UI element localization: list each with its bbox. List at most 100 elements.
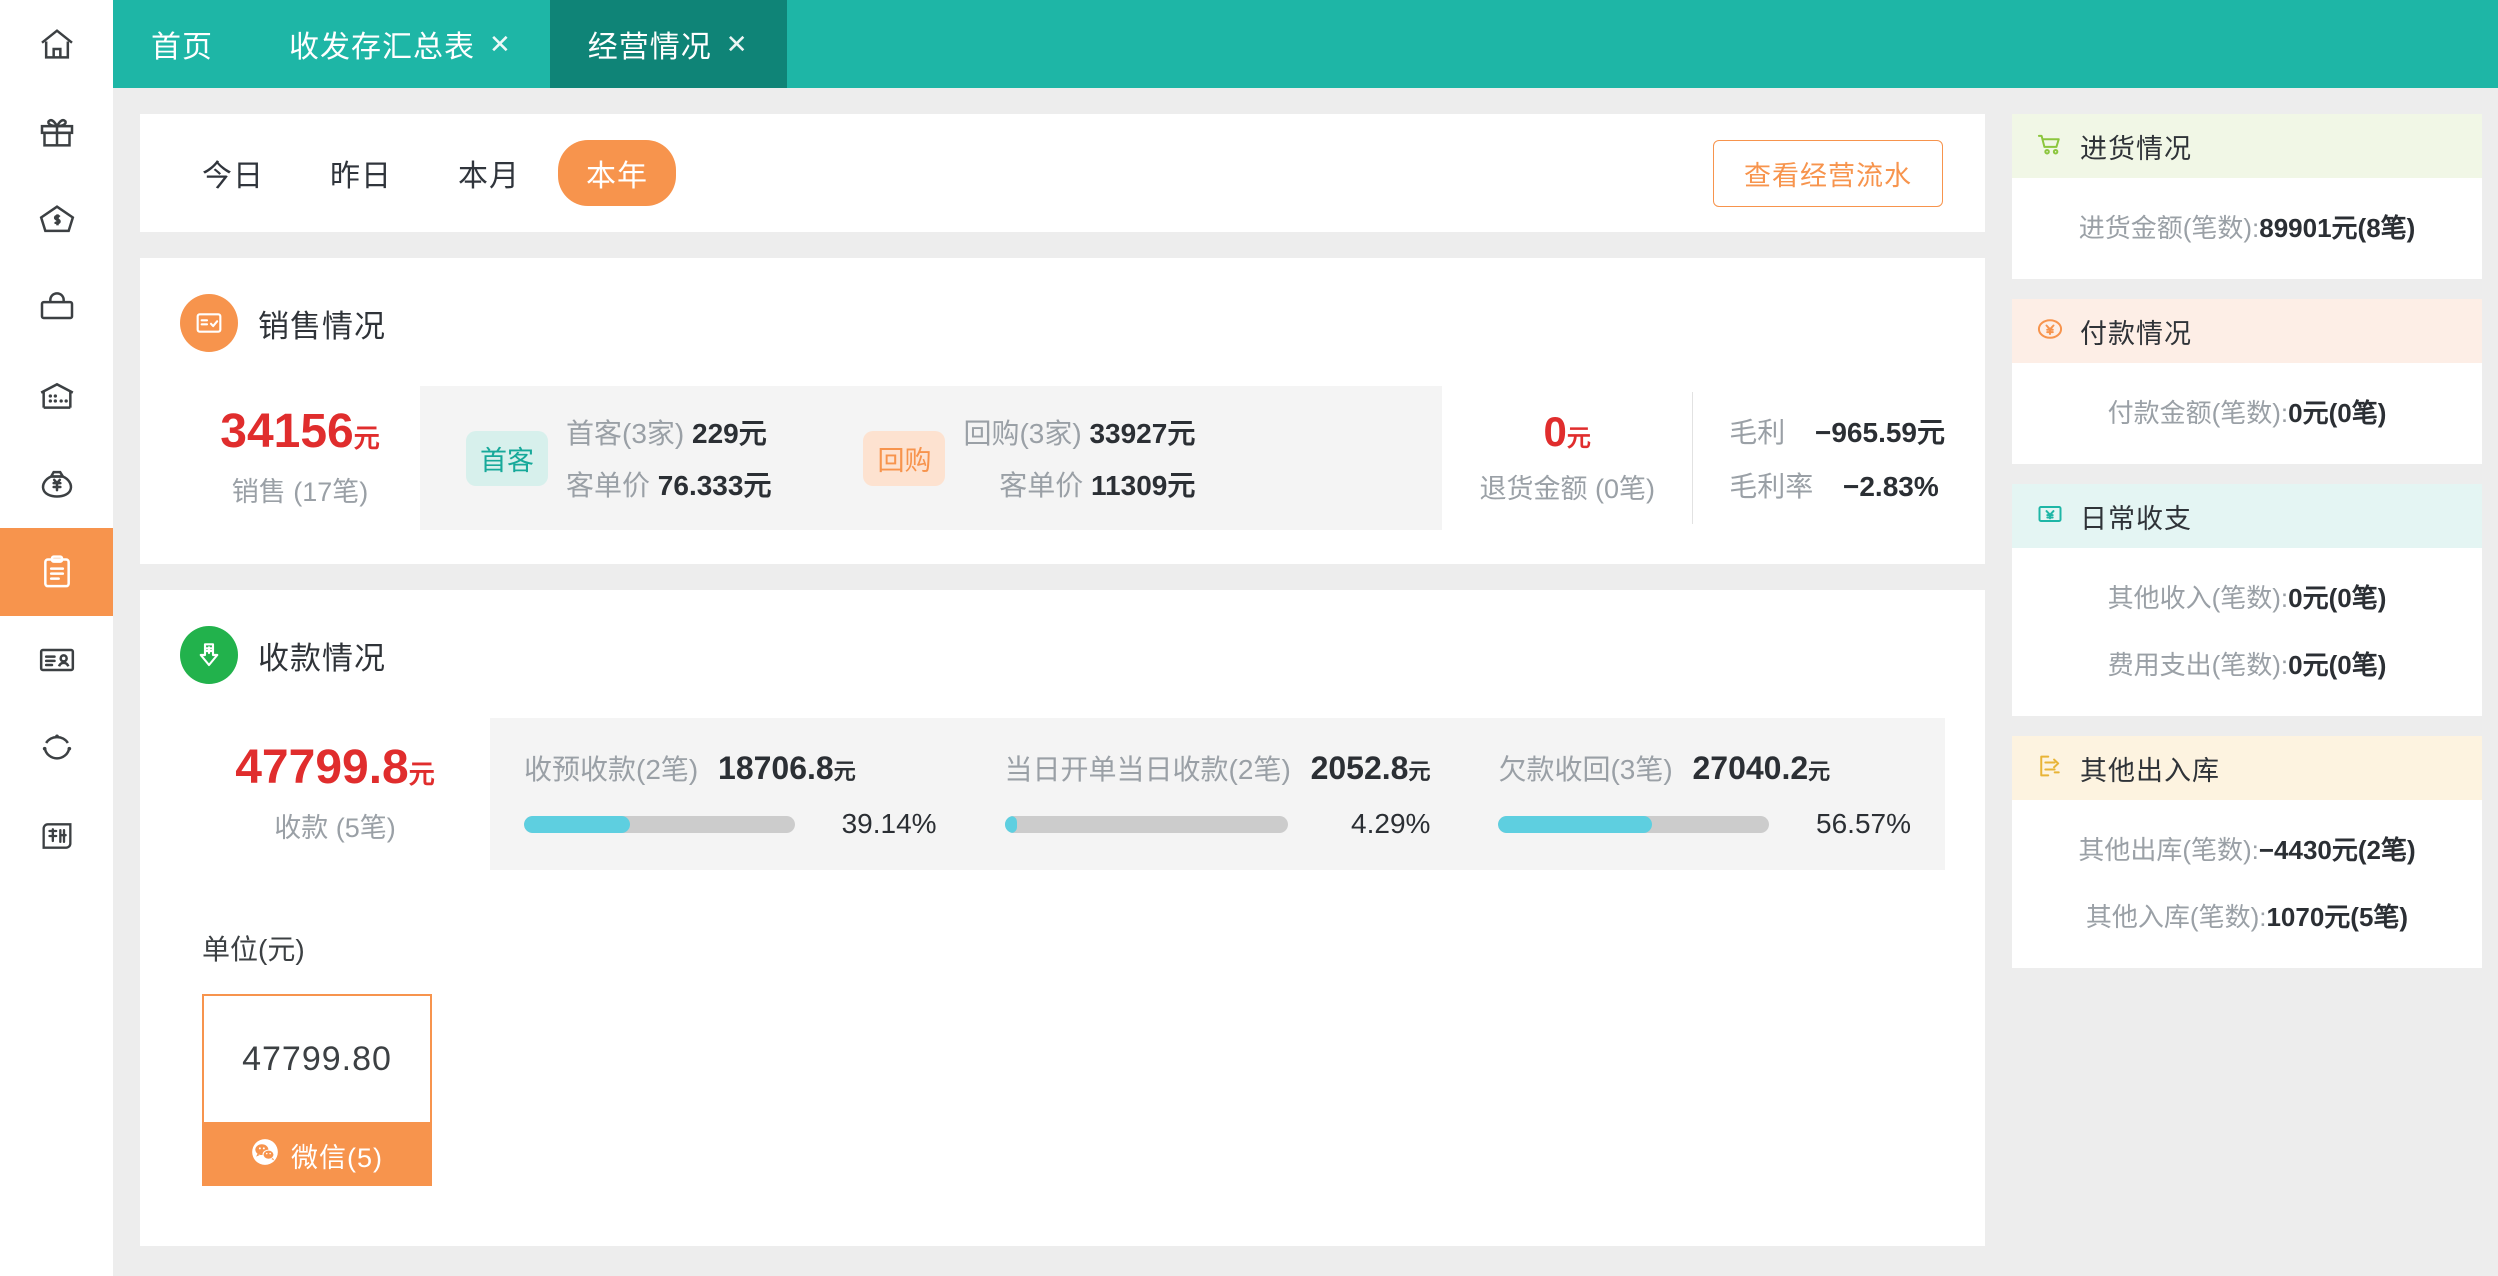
bar-same-day: 当日开单当日收款(2笔) 2052.8元 4.29% — [971, 748, 1465, 840]
sidebar-item-settings[interactable] — [0, 704, 113, 792]
label: 毛利率 — [1729, 471, 1814, 502]
left-column: 今日 昨日 本月 本年 查看经营流水 — [140, 114, 1985, 1246]
warehouse-icon — [37, 376, 77, 416]
refund-stat: 0元 退货金额 (0笔) — [1442, 386, 1692, 530]
tab-bar: 首页 收发存汇总表 ✕ 经营情况 ✕ — [113, 0, 2498, 88]
first-customer-amount: 首客(3家) 229元 — [566, 412, 771, 452]
wechat-icon — [251, 1138, 279, 1173]
progress-track — [1004, 815, 1289, 833]
sidebar-item-purchase[interactable] — [0, 264, 113, 352]
other-stock-card-header: 其他出入库 — [2012, 736, 2482, 800]
num: 2052.8 — [1310, 750, 1409, 786]
yuan-circle-icon — [2036, 315, 2064, 348]
label: 毛利 — [1729, 417, 1786, 448]
bar-row: 39.14% — [524, 808, 937, 840]
contacts-card-icon — [37, 640, 77, 680]
payment-card-header: 付款情况 — [2012, 299, 2482, 363]
sales-total-label: 销售 (17笔) — [231, 476, 369, 507]
sidebar-item-warehouse[interactable] — [0, 352, 113, 440]
value-number: 47799.8 — [235, 741, 409, 795]
collection-panel: 收款情况 47799.8元 收款 (5笔) 收预收款( — [140, 590, 1985, 1246]
repurchase-group: 回购 回购(3家) 33927元 客单价 11309元 — [817, 412, 1241, 504]
payment-card-title: 付款情况 — [2080, 318, 2192, 349]
daily-card-header: 日常收支 — [2012, 484, 2482, 548]
inout-stock-icon — [2036, 752, 2064, 785]
gift-icon — [37, 112, 77, 152]
sidebar-item-sales[interactable] — [0, 176, 113, 264]
expense-line: 费用支出(笔数):0元(0笔) — [2030, 645, 2464, 682]
refund-value: 0元 — [1544, 410, 1591, 453]
chart-legend-wechat[interactable]: 微信(5) — [202, 1124, 432, 1186]
other-stock-card-body: 其他出库(笔数):−4430元(2笔) 其他入库(笔数):1070元(5笔) — [2012, 800, 2482, 968]
tab-home[interactable]: 首页 — [113, 0, 251, 88]
label: 其他收入(笔数): — [2107, 583, 2289, 613]
bar-label: 收预收款(2笔) — [524, 754, 699, 785]
sales-doc-icon — [180, 294, 238, 352]
sales-header: 销售情况 — [180, 294, 1945, 352]
bar-caption: 欠款收回(3笔) 27040.2元 — [1498, 748, 1911, 788]
label: 其他入库(笔数): — [2085, 902, 2267, 932]
first-customer-unit-price: 客单价 76.333元 — [566, 464, 771, 504]
value: 1070元(5笔) — [2266, 902, 2409, 932]
collection-total-value: 47799.8元 — [235, 743, 435, 793]
first-customer-badge: 首客 — [466, 430, 548, 486]
gross-profit-block: 毛利 −965.59元 毛利率 −2.83% — [1693, 386, 1945, 530]
chart-legend-label: 微信(5) — [291, 1142, 383, 1173]
sidebar-rail — [0, 0, 113, 1276]
sidebar-item-home[interactable] — [0, 0, 113, 88]
collection-bars: 收预收款(2笔) 18706.8元 39.14% — [490, 718, 1945, 870]
tab-label: 首页 — [151, 31, 213, 64]
value: −4430元(2笔) — [2258, 835, 2416, 865]
payment-method-chart: 单位(元) 47799.80 — [180, 928, 1945, 1186]
chip-this-month[interactable]: 本月 — [458, 160, 520, 193]
bar-caption: 收预收款(2笔) 18706.8元 — [524, 748, 937, 788]
purchase-card-body: 进货金额(笔数):89901元(8笔) — [2012, 178, 2482, 279]
sidebar-item-contacts[interactable] — [0, 616, 113, 704]
chip-today[interactable]: 今日 — [202, 160, 264, 193]
chip-yesterday[interactable]: 昨日 — [330, 160, 392, 193]
sales-house-icon — [37, 200, 77, 240]
repurchase-lines: 回购(3家) 33927元 客单价 11309元 — [963, 412, 1195, 504]
chart-bar-wechat[interactable]: 47799.80 — [202, 994, 432, 1124]
new-feature-icon — [37, 816, 77, 856]
view-business-flow-button[interactable]: 查看经营流水 — [1713, 139, 1943, 207]
label: 其他出库(笔数): — [2078, 835, 2259, 865]
filter-bar: 今日 昨日 本月 本年 查看经营流水 — [140, 114, 1985, 232]
value: −965.59元 — [1815, 417, 1945, 448]
collection-header: 收款情况 — [180, 626, 1945, 684]
close-icon[interactable]: ✕ — [489, 29, 512, 59]
value: 11309元 — [1091, 470, 1196, 501]
purchase-card-title: 进货情况 — [2080, 133, 2192, 164]
bar-label: 当日开单当日收款(2笔) — [1004, 754, 1291, 785]
daily-card-body: 其他收入(笔数):0元(0笔) 费用支出(笔数):0元(0笔) — [2012, 548, 2482, 716]
value: 76.333元 — [657, 470, 772, 501]
collection-body: 47799.8元 收款 (5笔) 收预收款(2笔) 18706.8元 — [180, 718, 1945, 870]
tab-label: 经营情况 — [587, 31, 712, 64]
sidebar-item-reports[interactable] — [0, 528, 113, 616]
collection-total: 47799.8元 收款 (5笔) — [180, 718, 490, 870]
bar-value: 2052.8元 — [1311, 750, 1431, 786]
num: 27040.2 — [1692, 750, 1809, 786]
chart-axis-unit-label: 单位(元) — [202, 934, 305, 965]
sidebar-item-new[interactable] — [0, 792, 113, 880]
first-customer-group: 首客 首客(3家) 229元 客单价 76.333元 — [420, 412, 817, 504]
gross-margin-row: 毛利率 −2.83% — [1729, 465, 1945, 505]
unit: 元 — [1408, 759, 1431, 784]
refund-label: 退货金额 (0笔) — [1479, 473, 1655, 504]
chart-column: 47799.80 — [202, 994, 432, 1186]
progress-fill — [1004, 815, 1017, 833]
divider — [1692, 392, 1694, 524]
gross-profit-row: 毛利 −965.59元 — [1729, 411, 1945, 451]
yuan-note-icon — [2036, 500, 2064, 533]
sidebar-item-finance[interactable] — [0, 440, 113, 528]
label: 付款金额(笔数): — [2107, 398, 2289, 428]
sales-body: 34156元 销售 (17笔) 首客 首客(3家) 229元 — [180, 386, 1945, 530]
close-icon[interactable]: ✕ — [725, 29, 749, 59]
tab-business-overview[interactable]: 经营情况 ✕ — [549, 0, 787, 88]
sidebar-item-gift[interactable] — [0, 88, 113, 176]
chip-this-year[interactable]: 本年 — [558, 140, 676, 206]
home-icon — [37, 24, 77, 64]
other-inbound-line: 其他入库(笔数):1070元(5笔) — [2030, 897, 2464, 934]
other-stock-card: 其他出入库 其他出库(笔数):−4430元(2笔) 其他入库(笔数):1070元… — [2012, 736, 2482, 968]
tab-inventory-summary[interactable]: 收发存汇总表 ✕ — [251, 0, 550, 88]
